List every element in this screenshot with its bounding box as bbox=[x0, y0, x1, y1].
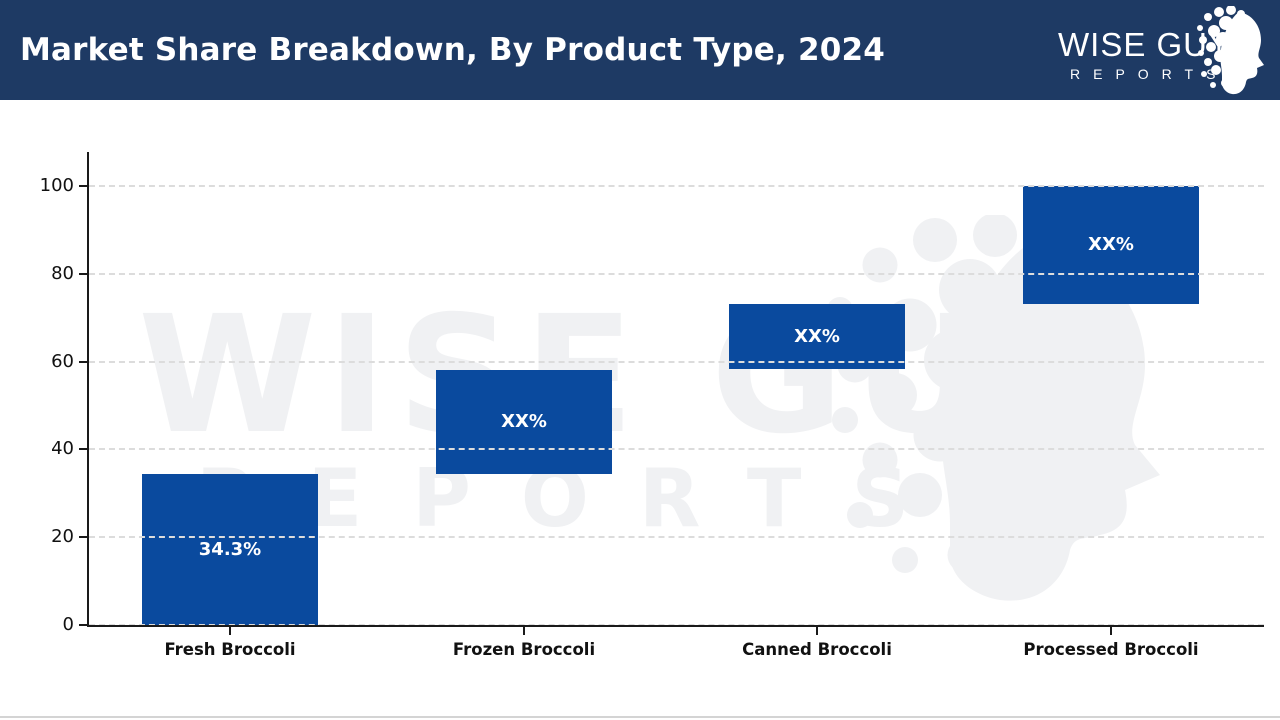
plot-area: 34.3% XX% XX% XX% 0 20 40 60 80 100 Fresh Brocco… bbox=[0, 100, 1280, 720]
x-tick-mark bbox=[523, 627, 525, 635]
x-tick-label-canned-broccoli: Canned Broccoli bbox=[742, 640, 892, 659]
y-tick-mark bbox=[79, 624, 87, 626]
y-tick-mark bbox=[79, 536, 87, 539]
bar-value-label: XX% bbox=[1088, 234, 1134, 256]
y-tick-mark bbox=[79, 272, 87, 275]
header-banner: Market Share Breakdown, By Product Type,… bbox=[0, 0, 1280, 100]
bar-value-label: XX% bbox=[501, 411, 547, 433]
bar-processed-broccoli: XX% bbox=[1023, 186, 1199, 304]
x-tick-mark bbox=[229, 627, 231, 635]
chart-title: Market Share Breakdown, By Product Type,… bbox=[20, 32, 886, 68]
x-tick-label-frozen-broccoli: Frozen Broccoli bbox=[452, 640, 596, 659]
y-tick-label: 60 bbox=[51, 350, 74, 372]
x-tick-mark bbox=[816, 627, 818, 635]
gridline-80 bbox=[89, 272, 1264, 275]
y-axis-line bbox=[87, 152, 89, 627]
footer-divider bbox=[0, 716, 1280, 718]
x-tick-label-fresh-broccoli: Fresh Broccoli bbox=[164, 640, 296, 659]
logo-subtext: REPORTS bbox=[1070, 66, 1229, 82]
y-tick-mark bbox=[79, 185, 87, 187]
bar-frozen-broccoli: XX% bbox=[436, 369, 612, 475]
y-tick-mark bbox=[79, 360, 87, 363]
bar-canned-broccoli: XX% bbox=[729, 303, 905, 370]
bar-value-label: 34.3% bbox=[198, 539, 262, 561]
logo-head-icon bbox=[1197, 6, 1264, 95]
y-tick-label: 80 bbox=[51, 262, 74, 284]
bar-fresh-broccoli: 34.3% bbox=[142, 474, 318, 625]
y-tick-label: 40 bbox=[51, 438, 74, 460]
gridline-100 bbox=[89, 185, 1264, 187]
x-axis-line bbox=[87, 625, 1264, 627]
gridline-60 bbox=[89, 360, 1264, 363]
x-tick-label-processed-broccoli: Processed Broccoli bbox=[1023, 640, 1199, 659]
y-tick-label: 100 bbox=[39, 175, 74, 196]
gridline-20 bbox=[89, 536, 1264, 539]
y-tick-mark bbox=[79, 448, 87, 451]
x-tick-mark bbox=[1110, 627, 1112, 635]
wiseguy-logo: WISE GUY REPORTS bbox=[1026, 4, 1266, 96]
bar-value-label: XX% bbox=[794, 326, 840, 348]
y-tick-label: 20 bbox=[51, 526, 74, 548]
y-tick-label: 0 bbox=[62, 614, 74, 635]
gridline-40 bbox=[89, 448, 1264, 451]
logo-wordmark: WISE GUY bbox=[1058, 26, 1232, 63]
